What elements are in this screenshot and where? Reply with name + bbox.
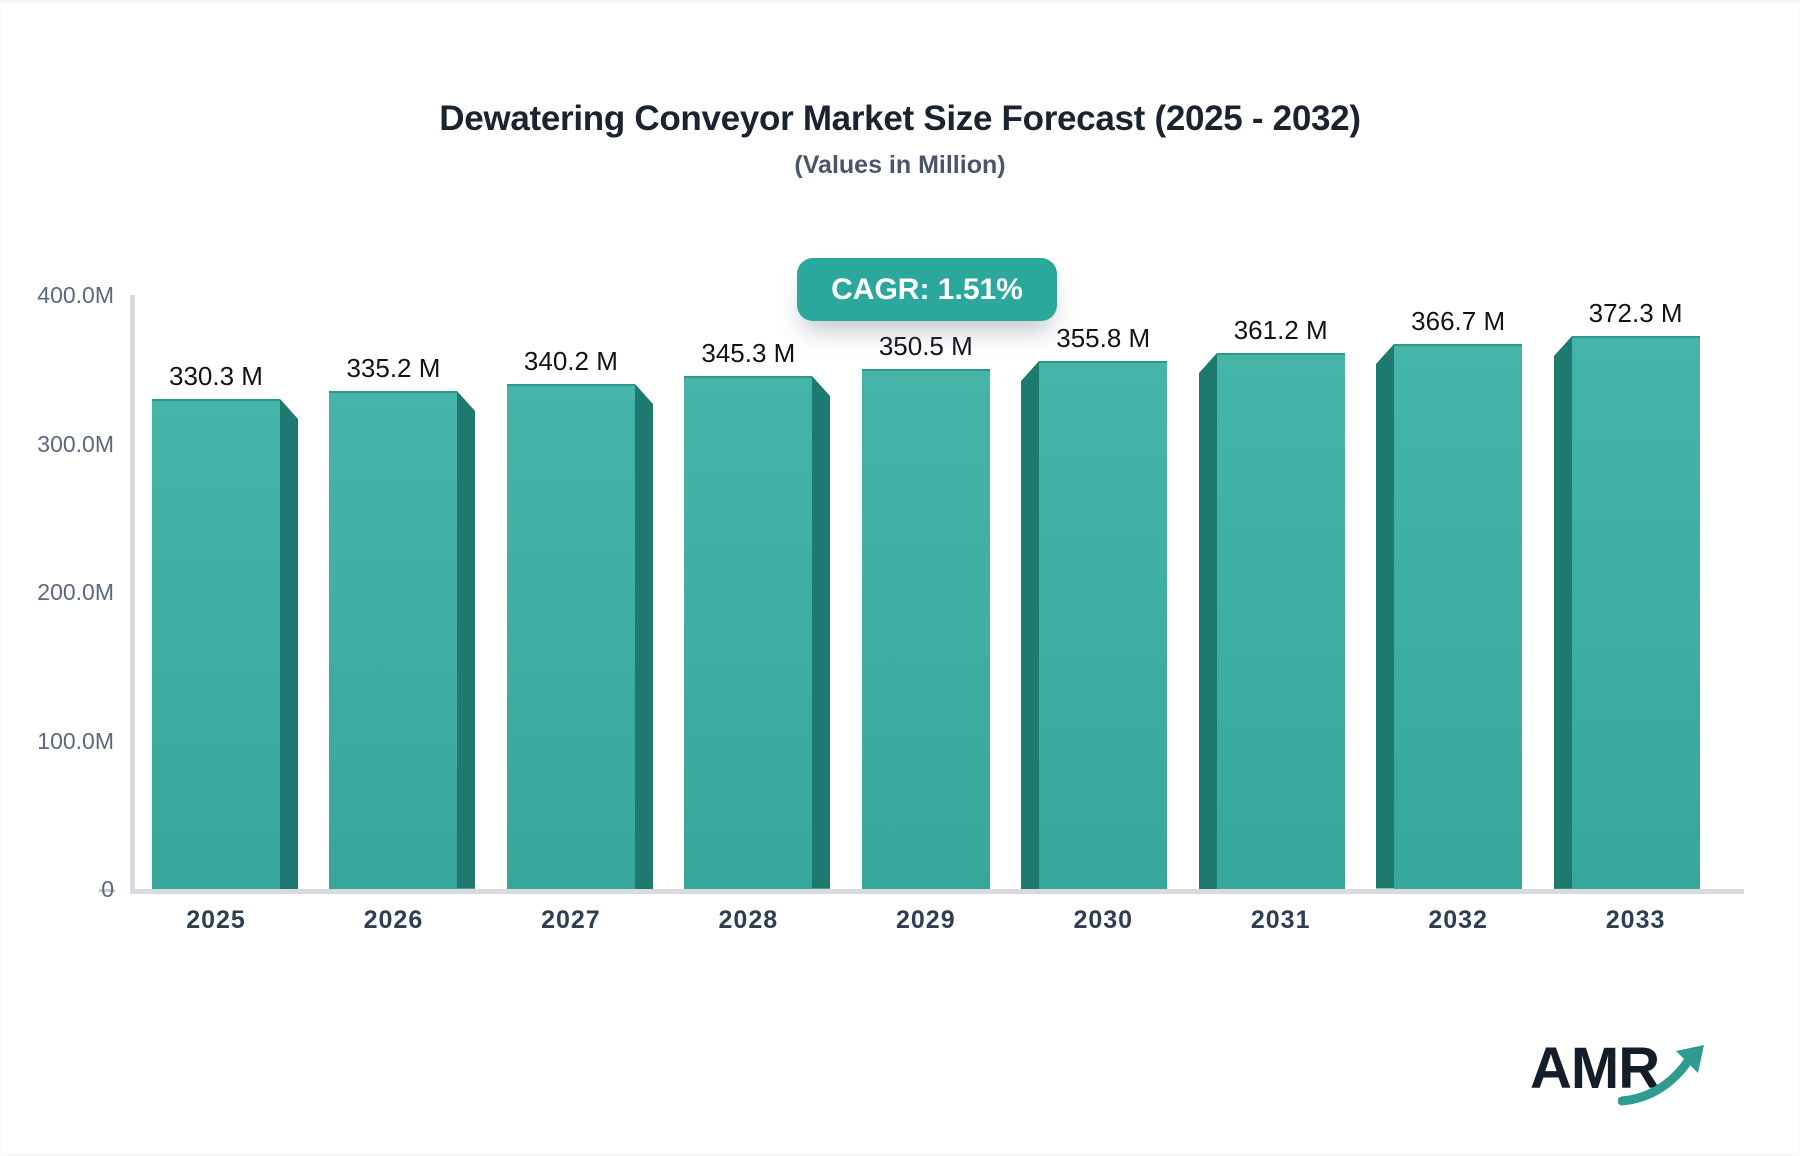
y-axis-tick-label: 300.0M <box>37 430 114 457</box>
x-axis-label: 2029 <box>895 906 956 934</box>
cagr-badge: CAGR: 1.51% <box>797 258 1057 321</box>
zero-tick-mark <box>99 889 115 892</box>
x-axis-label: 2030 <box>1073 906 1134 934</box>
y-axis-tick-label: 0 <box>101 876 114 902</box>
y-axis-tick-label: 100.0M <box>37 727 114 754</box>
x-axis-label: 2025 <box>186 906 246 934</box>
bar-value-label: 366.7 M <box>1411 306 1506 337</box>
bar-value-label: 372.3 M <box>1588 298 1683 329</box>
bar-2030[interactable]: 355.8 M <box>1021 323 1168 889</box>
bar-value-label: 345.3 M <box>701 338 796 369</box>
bar-side-face <box>1376 344 1395 889</box>
bar-2032[interactable]: 366.7 M <box>1376 306 1523 889</box>
bar-front-face <box>861 368 990 889</box>
bar-front-face <box>684 376 813 889</box>
bar-2027[interactable]: 340.2 M <box>506 346 653 889</box>
bar-front-face <box>329 391 458 889</box>
bar-front-face <box>1216 352 1345 889</box>
x-axis-label: 2031 <box>1250 906 1311 934</box>
x-axis-label: 2032 <box>1428 906 1488 934</box>
bar-value-label: 330.3 M <box>169 360 263 391</box>
bar-side-face <box>812 376 831 889</box>
amr-logo: AMR <box>1530 1035 1720 1110</box>
bar-front-face <box>1039 360 1168 889</box>
bar-2028[interactable]: 345.3 M <box>684 338 831 889</box>
bar-2031[interactable]: 361.2 M <box>1198 315 1345 889</box>
y-axis-line <box>130 295 135 894</box>
bar-side-face <box>1553 336 1572 889</box>
bar-value-label: 355.8 M <box>1056 322 1151 353</box>
chart-title: Dewatering Conveyor Market Size Forecast… <box>439 99 1361 138</box>
bar-side-face <box>1021 360 1040 889</box>
x-axis-label: 2027 <box>541 906 601 934</box>
y-axis-tick-label: 400.0M <box>37 282 114 308</box>
x-axis-label: 2026 <box>363 906 424 934</box>
bar-2025[interactable]: 330.3 M <box>152 361 298 889</box>
bar-side-face <box>634 383 653 889</box>
bar-side-face <box>1198 352 1217 889</box>
bar-value-label: 340.2 M <box>523 345 618 376</box>
bar-value-label: 335.2 M <box>346 353 441 384</box>
bar-side-face <box>457 391 476 889</box>
x-axis-label: 2033 <box>1605 906 1666 934</box>
bar-front-face <box>506 383 635 889</box>
bar-value-label: 350.5 M <box>878 330 973 361</box>
y-axis-tick-label: 200.0M <box>37 579 114 605</box>
bar-2026[interactable]: 335.2 M <box>329 353 476 889</box>
chart-subtitle: (Values in Million) <box>794 151 1006 179</box>
bar-front-face <box>152 398 280 889</box>
x-axis-label: 2028 <box>718 906 779 934</box>
bar-front-face <box>1571 336 1700 889</box>
bar-2029[interactable]: 350.5 M <box>861 331 990 889</box>
bar-2033[interactable]: 372.3 M <box>1553 298 1700 889</box>
amr-logo-arrow-icon <box>1618 1045 1704 1106</box>
bar-side-face <box>280 398 298 889</box>
bar-value-label: 361.2 M <box>1233 314 1328 345</box>
bar-front-face <box>1394 344 1523 889</box>
amr-logo-text: AMR <box>1530 1036 1660 1101</box>
x-axis-baseline <box>130 889 1744 894</box>
